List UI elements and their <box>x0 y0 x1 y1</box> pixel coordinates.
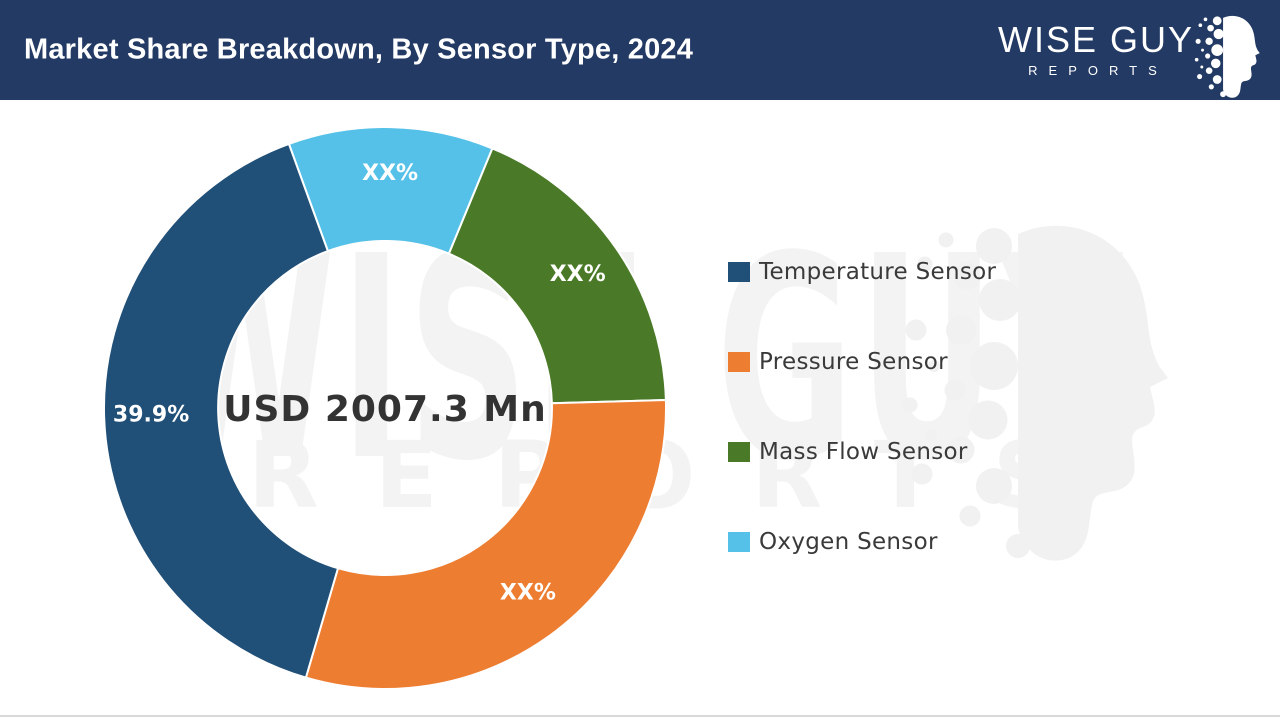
logo-subtitle: REPORTS <box>1028 63 1168 78</box>
slice-value-label: 39.9% <box>113 402 189 427</box>
legend-swatch-temperature <box>728 262 750 282</box>
page-title: Market Share Breakdown, By Sensor Type, … <box>24 33 694 66</box>
wise-guy-reports-logo: WISE GUY REPORTS <box>998 12 1264 100</box>
chart-area: WISE GUY REPORTS XX% XX% XX% 39.9% USD 2007.… <box>0 100 1280 720</box>
logo-text: WISE GUY REPORTS <box>997 19 1194 79</box>
donut-segment-temperature-sensor <box>102 142 340 679</box>
header-bar: Market Share Breakdown, By Sensor Type, … <box>0 0 1280 100</box>
logo-head-icon <box>1194 15 1260 98</box>
legend-item-temperature-sensor: Temperature Sensor <box>728 250 996 294</box>
legend-swatch-mass-flow <box>728 442 750 462</box>
legend-label: Temperature Sensor <box>759 259 997 285</box>
legend-item-pressure-sensor: Pressure Sensor <box>728 340 996 384</box>
slice-value-label: XX% <box>550 262 606 287</box>
donut-segment-pressure-sensor <box>304 398 667 690</box>
legend-label: Oxygen Sensor <box>759 529 938 555</box>
slice-value-label: XX% <box>500 580 556 605</box>
legend-item-mass-flow-sensor: Mass Flow Sensor <box>728 430 996 474</box>
legend-label: Pressure Sensor <box>759 349 948 375</box>
legend-swatch-pressure <box>728 352 750 372</box>
donut-chart: XX% XX% XX% 39.9% USD 2007.3 Mn <box>102 126 667 690</box>
donut-center-value: USD 2007.3 Mn <box>223 389 546 430</box>
logo-wordmark: WISE GUY <box>997 19 1194 60</box>
bottom-divider <box>0 715 1280 717</box>
donut-segment-mass-flow-sensor <box>447 147 667 405</box>
legend-item-oxygen-sensor: Oxygen Sensor <box>728 520 996 564</box>
slice-value-label: XX% <box>362 161 418 186</box>
legend-swatch-oxygen <box>728 532 750 552</box>
chart-legend: Temperature Sensor Pressure Sensor Mass … <box>728 250 996 610</box>
legend-label: Mass Flow Sensor <box>759 439 968 465</box>
watermark-head-icon <box>902 225 1168 561</box>
